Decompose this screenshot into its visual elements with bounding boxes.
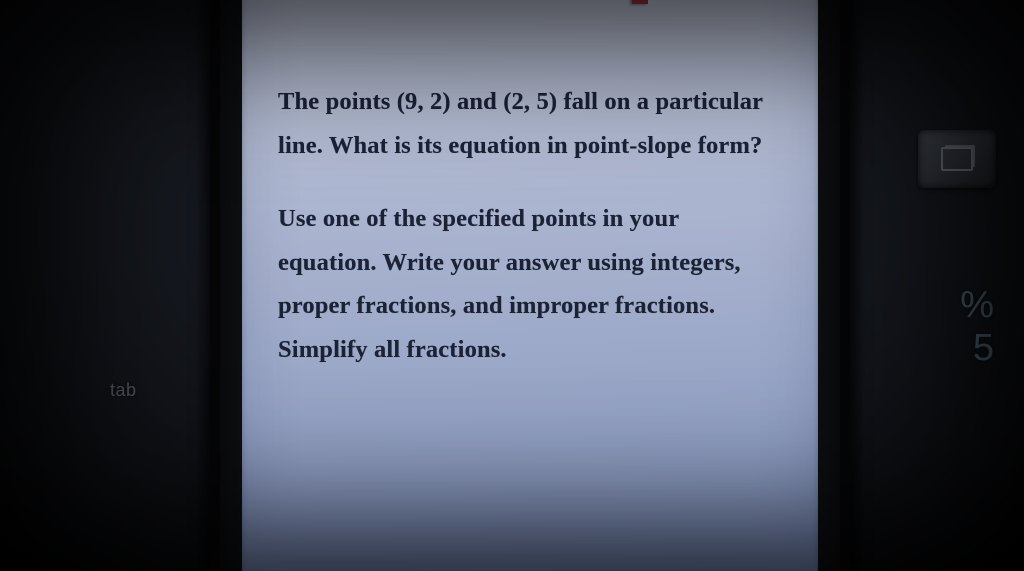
ambient-five: 5: [960, 327, 994, 371]
ambient-left-label: tab: [110, 380, 137, 401]
ambient-percent: %: [960, 284, 994, 328]
device-frame: The points (9, 2) and (2, 5) fall on a p…: [210, 0, 850, 571]
red-marker-icon: [632, 0, 648, 4]
ambient-right-stack: % 5: [960, 284, 994, 371]
question-block: The points (9, 2) and (2, 5) fall on a p…: [278, 80, 782, 372]
question-paragraph-2: Use one of the specified points in your …: [278, 197, 782, 371]
ambient-right-button: [918, 130, 996, 188]
screen-content: The points (9, 2) and (2, 5) fall on a p…: [242, 0, 818, 571]
question-paragraph-1: The points (9, 2) and (2, 5) fall on a p…: [278, 80, 782, 167]
